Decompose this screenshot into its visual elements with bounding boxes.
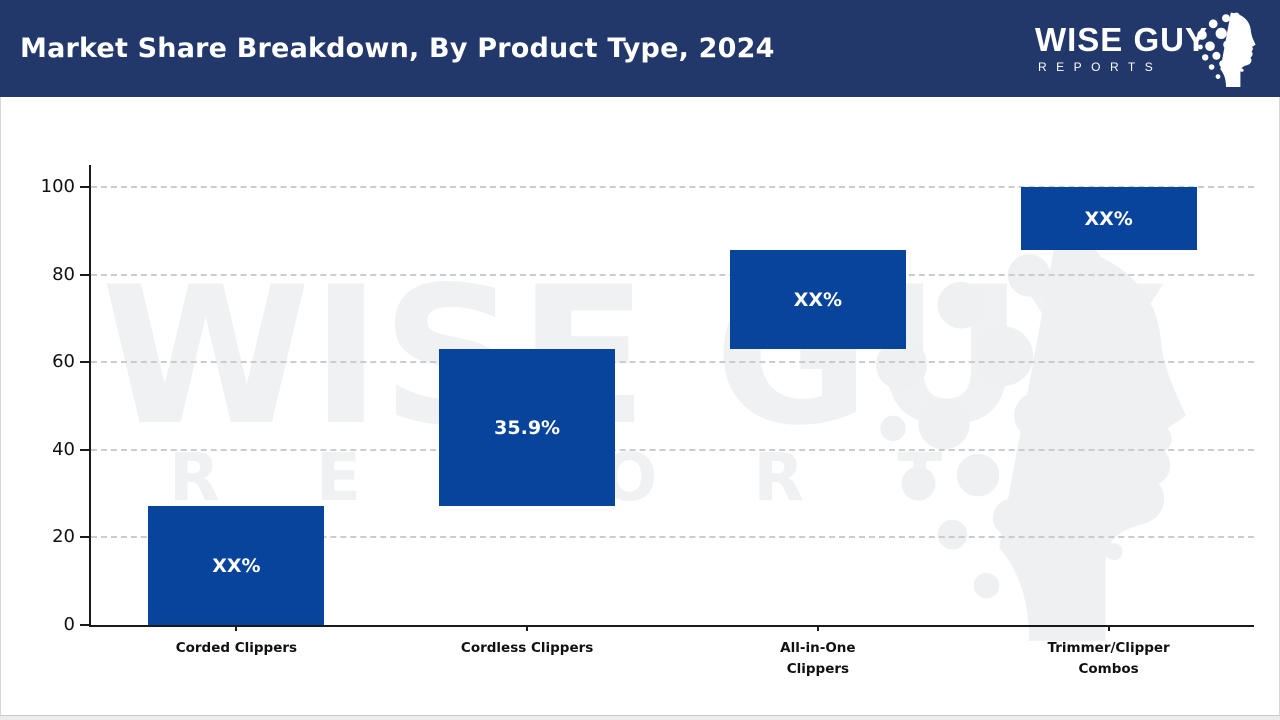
x-axis-tick-mark [526, 625, 529, 631]
bar-2: 35.9% [439, 349, 616, 507]
y-axis-tick-label: 100 [40, 175, 75, 197]
x-axis-category-label: Corded Clippers [175, 640, 298, 656]
page-title: Market Share Breakdown, By Product Type,… [20, 33, 775, 64]
y-axis-tick-mark [80, 536, 89, 539]
bar-value-label: XX% [793, 288, 843, 311]
x-axis-tick-mark [1107, 625, 1110, 631]
y-axis-tick-label: 80 [52, 263, 75, 285]
dotted-head-profile-icon [1197, 12, 1256, 87]
bar-value-label: XX% [212, 554, 261, 577]
gridline-y-100 [91, 185, 1254, 188]
plot-area: 0 20 40 60 80 100 XX% Corded Clippers 35.9% Cordl… [41, 165, 1254, 677]
logo-subtitle: REPORTS [1037, 60, 1163, 74]
y-axis-tick-label: 60 [52, 351, 75, 373]
gridline-y-40 [91, 448, 1254, 451]
y-axis-tick-label: 20 [52, 526, 75, 548]
x-axis-category-label: All-in-One Clippers [780, 640, 856, 677]
bar-4: XX% [1020, 186, 1197, 251]
bar-3: XX% [729, 250, 906, 349]
y-axis-tick-label: 0 [63, 614, 75, 635]
gridline-y-80 [91, 273, 1254, 276]
logo-text: WISE GUY REPORTS [1035, 23, 1208, 74]
bar-value-label: 35.9% [494, 416, 561, 439]
y-axis-tick-mark [80, 361, 89, 364]
bar-1: XX% [148, 506, 325, 625]
y-axis-tick-mark [80, 448, 89, 451]
x-axis-tick-mark [816, 625, 819, 631]
x-axis-category-label: Cordless Clippers [460, 640, 594, 656]
x-axis-tick-mark [235, 625, 238, 631]
y-axis-tick-mark [80, 273, 89, 276]
bar-value-label: XX% [1084, 207, 1133, 230]
y-axis-tick-mark [80, 624, 89, 626]
logo-wordmark: WISE GUY [1034, 21, 1208, 58]
header-bar: Market Share Breakdown, By Product Type,… [0, 0, 1280, 97]
y-axis-tick-mark [80, 185, 89, 188]
x-axis-category-label: Trimmer/Clipper Combos [1047, 640, 1170, 677]
wise-guy-reports-logo: WISE GUY REPORTS [1035, 10, 1258, 88]
chart-canvas: WISE GUY REPORTS 0 20 40 60 80 100 XX% Corded C… [0, 97, 1280, 715]
gridline-y-20 [91, 536, 1254, 539]
y-axis-tick-label: 40 [52, 438, 75, 460]
watermark-dotted-head-icon [876, 245, 1187, 641]
gridline-y-60 [91, 361, 1254, 364]
bottom-edge [0, 715, 1280, 720]
